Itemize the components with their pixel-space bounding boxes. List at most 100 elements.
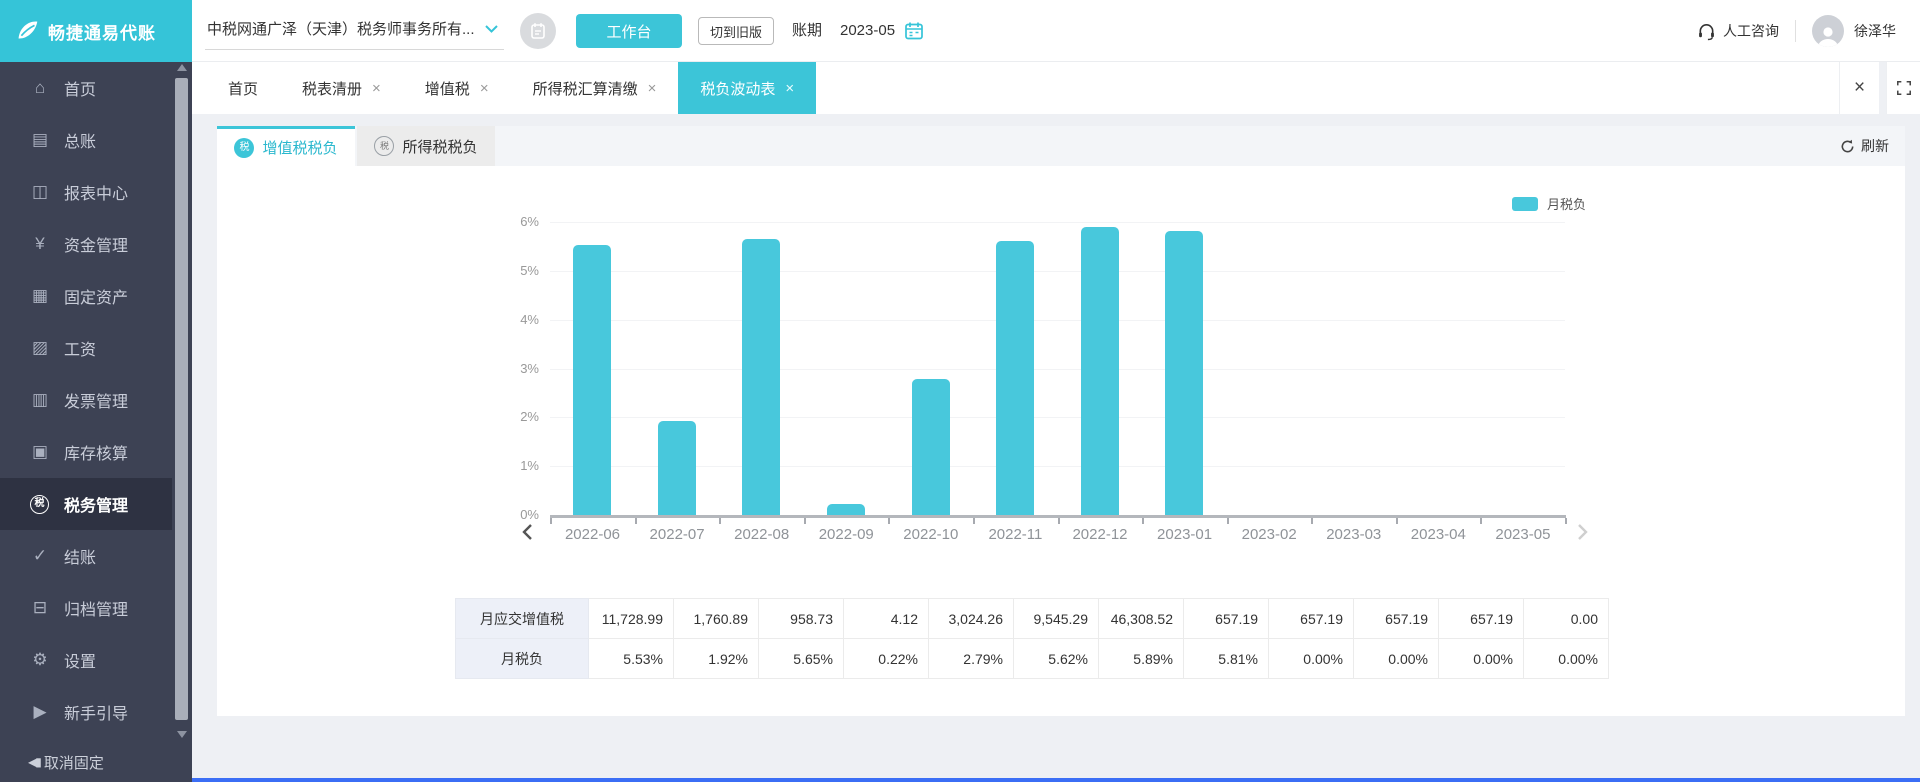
sidebar-scrollbar (174, 64, 190, 738)
unpin-icon: ◀▮ (28, 755, 42, 769)
tab-tax-register[interactable]: 税表清册 × (280, 62, 403, 114)
table-cell: 5.89% (1098, 638, 1184, 679)
workbench-button[interactable]: 工作台 (576, 14, 682, 48)
x-axis-tick (1226, 518, 1229, 524)
table-cell: 0.00% (1353, 638, 1439, 679)
sidebar-item-invoices[interactable]: ▥ 发票管理 (0, 374, 172, 426)
x-axis-tick (803, 518, 806, 524)
payroll-icon: ▨ (31, 338, 49, 357)
y-axis-tick-label: 1% (520, 458, 539, 474)
sidebar-item-label: 库存核算 (64, 446, 129, 463)
user-name[interactable]: 徐泽华 (1854, 23, 1896, 39)
bar-2023-01 (1165, 231, 1204, 515)
home-icon: ⌂ (34, 78, 46, 97)
scroll-up-icon[interactable] (177, 64, 187, 71)
bar-2022-07 (657, 421, 696, 515)
x-axis-tick (719, 518, 722, 524)
sidebar-item-archive[interactable]: ⊟ 归档管理 (0, 582, 172, 634)
bar-chart-plot (550, 222, 1565, 515)
tab-tax-burden-chart[interactable]: 税负波动表 × (678, 62, 817, 114)
sidebar-item-general-ledger[interactable]: ▤ 总账 (0, 114, 172, 166)
x-axis-tick (1311, 518, 1314, 524)
sidebar-item-settings[interactable]: ⚙ 设置 (0, 634, 172, 686)
switch-old-version-button[interactable]: 切到旧版 (698, 17, 774, 45)
support-label: 人工咨询 (1723, 23, 1779, 39)
tab-vat[interactable]: 增值税 × (403, 62, 511, 114)
sidebar-item-label: 报表中心 (64, 186, 129, 203)
x-axis-line (550, 515, 1566, 518)
tab-home[interactable]: 首页 (206, 62, 280, 114)
y-axis-tick-label: 3% (520, 360, 539, 376)
tab-income-tax-settlement[interactable]: 所得税汇算清缴 × (511, 62, 679, 114)
funds-icon: ¥ (35, 234, 45, 253)
close-tab-icon[interactable]: × (479, 79, 489, 97)
x-axis-tick (1057, 518, 1060, 524)
company-selector[interactable]: 中税网通广泽（天津）税务师事务所有... (205, 10, 504, 50)
chart-next-arrow[interactable] (1574, 523, 1590, 541)
subtabs: 税 增值税税负 税 所得税税负 刷新 (217, 126, 1905, 166)
sidebar-item-fixed-assets[interactable]: ▦ 固定资产 (0, 270, 172, 322)
gridline (550, 368, 1565, 370)
chevron-down-icon (484, 24, 498, 33)
unpin-button[interactable]: ◀▮ 取消固定 (0, 742, 192, 782)
bar-2022-09 (827, 504, 866, 515)
table-row-label: 月税负 (455, 638, 589, 679)
notebook-icon[interactable] (520, 13, 556, 49)
sidebar-item-label: 工资 (64, 342, 97, 359)
inventory-icon: ▣ (31, 442, 49, 461)
close-tab-icon[interactable]: × (372, 79, 381, 97)
fullscreen-button[interactable] (1886, 62, 1920, 114)
guide-icon: ▶ (33, 702, 47, 721)
sidebar-item-closing[interactable]: ✓ 结账 (0, 530, 172, 582)
sidebar-item-report-center[interactable]: ◫ 报表中心 (0, 166, 172, 218)
sidebar-item-home[interactable]: ⌂ 首页 (0, 62, 172, 114)
gridline (550, 222, 1565, 223)
support-button[interactable]: 人工咨询 (1697, 21, 1779, 41)
tax-icon: 税 (30, 494, 49, 514)
sidebar-item-tax[interactable]: 税税务管理 (0, 478, 172, 530)
tab-label: 增值税 (424, 80, 470, 98)
tab-actions: × (1839, 62, 1920, 114)
tab-label: 首页 (228, 80, 259, 98)
tax-table: 月应交增值税 11,728.99 1,760.89 958.73 4.12 3,024.2… (455, 598, 1609, 679)
headset-icon (1697, 22, 1716, 41)
sidebar-item-funds[interactable]: ¥ 资金管理 (0, 218, 172, 270)
table-cell: 657.19 (1438, 598, 1524, 639)
bar-2022-12 (1080, 227, 1119, 515)
table-row-label: 月应交增值税 (455, 598, 589, 639)
chart-legend[interactable]: 月税负 (1512, 194, 1586, 213)
sidebar-item-label: 总账 (64, 134, 97, 151)
gridline (550, 270, 1565, 272)
refresh-button[interactable]: 刷新 (1840, 126, 1889, 166)
period-value[interactable]: 2023-05 (840, 22, 896, 39)
sidebar-item-payroll[interactable]: ▨ 工资 (0, 322, 172, 374)
income-tax-badge-icon: 税 (374, 136, 395, 156)
sidebar-item-inventory[interactable]: ▣ 库存核算 (0, 426, 172, 478)
legend-swatch (1512, 196, 1538, 211)
chart-prev-arrow[interactable] (520, 523, 536, 541)
avatar[interactable] (1812, 15, 1844, 47)
y-axis-tick-label: 6% (520, 214, 539, 229)
invoice-icon: ▥ (31, 390, 49, 409)
tab-label: 所得税汇算清缴 (532, 80, 638, 98)
subtab-vat-burden[interactable]: 税 增值税税负 (217, 126, 355, 166)
close-all-tabs-button[interactable]: × (1839, 62, 1879, 114)
assets-icon: ▦ (31, 286, 49, 305)
x-tick-label: 2022-11 (988, 526, 1043, 543)
x-tick-label: 2023-05 (1495, 526, 1551, 543)
sidebar-item-label: 结账 (64, 550, 97, 567)
close-icon: × (1853, 77, 1866, 98)
calendar-icon[interactable] (904, 21, 924, 41)
close-tab-icon[interactable]: × (647, 79, 657, 97)
table-cell: 0.00% (1268, 638, 1354, 679)
scroll-down-icon[interactable] (177, 731, 187, 738)
app-logo[interactable]: 畅捷通易代账 (0, 0, 192, 62)
table-cell: 11,728.99 (588, 598, 674, 639)
y-axis-tick-label: 5% (520, 262, 539, 278)
scrollbar-thumb[interactable] (175, 78, 188, 720)
table-cell: 0.00% (1438, 638, 1524, 679)
subtab-income-tax-burden[interactable]: 税 所得税税负 (357, 126, 495, 166)
sidebar-item-guide[interactable]: ▶ 新手引导 (0, 686, 172, 738)
close-tab-icon[interactable]: × (785, 79, 795, 97)
